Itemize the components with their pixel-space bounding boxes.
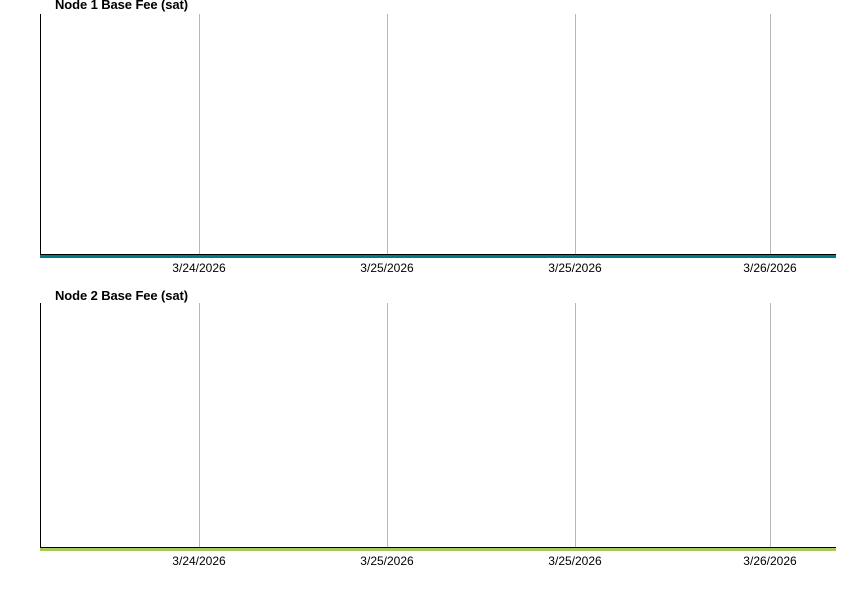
x-tick-label: 3/24/2026	[172, 554, 226, 568]
gridline-1	[199, 303, 200, 548]
plot-area-node-1	[40, 14, 835, 255]
x-tick-labels-node-2: 3/24/2026 3/25/2026 3/25/2026 3/26/2026	[0, 554, 860, 570]
gridline-1	[199, 14, 200, 255]
chart-title-node-1: Node 1 Base Fee (sat)	[55, 0, 189, 12]
x-tick-label: 3/26/2026	[743, 554, 797, 568]
plot-area-node-2	[40, 303, 835, 548]
gridline-2	[387, 14, 388, 255]
x-tick-label: 3/25/2026	[360, 261, 414, 275]
x-axis-node-1	[40, 254, 836, 255]
y-axis-node-2	[40, 303, 41, 548]
series-line-node-2	[40, 548, 836, 551]
chart-title-node-2: Node 2 Base Fee (sat)	[55, 288, 189, 303]
gridline-2	[387, 303, 388, 548]
gridline-3	[575, 303, 576, 548]
gridline-3	[575, 14, 576, 255]
x-tick-label: 3/25/2026	[548, 554, 602, 568]
chart-panel-node-2: Node 2 Base Fee (sat) 3/24/2026 3/25/202…	[0, 289, 860, 600]
x-tick-label: 3/24/2026	[172, 261, 226, 275]
y-axis-node-1	[40, 14, 41, 255]
x-tick-label: 3/25/2026	[548, 261, 602, 275]
series-line-node-1	[40, 255, 836, 258]
gridline-4	[770, 303, 771, 548]
x-axis-node-2	[40, 547, 836, 548]
x-tick-labels-node-1: 3/24/2026 3/25/2026 3/25/2026 3/26/2026	[0, 261, 860, 277]
gridline-4	[770, 14, 771, 255]
x-tick-label: 3/26/2026	[743, 261, 797, 275]
chart-panel-node-1: Node 1 Base Fee (sat) 3/24/2026 3/25/202…	[0, 0, 860, 290]
x-tick-label: 3/25/2026	[360, 554, 414, 568]
